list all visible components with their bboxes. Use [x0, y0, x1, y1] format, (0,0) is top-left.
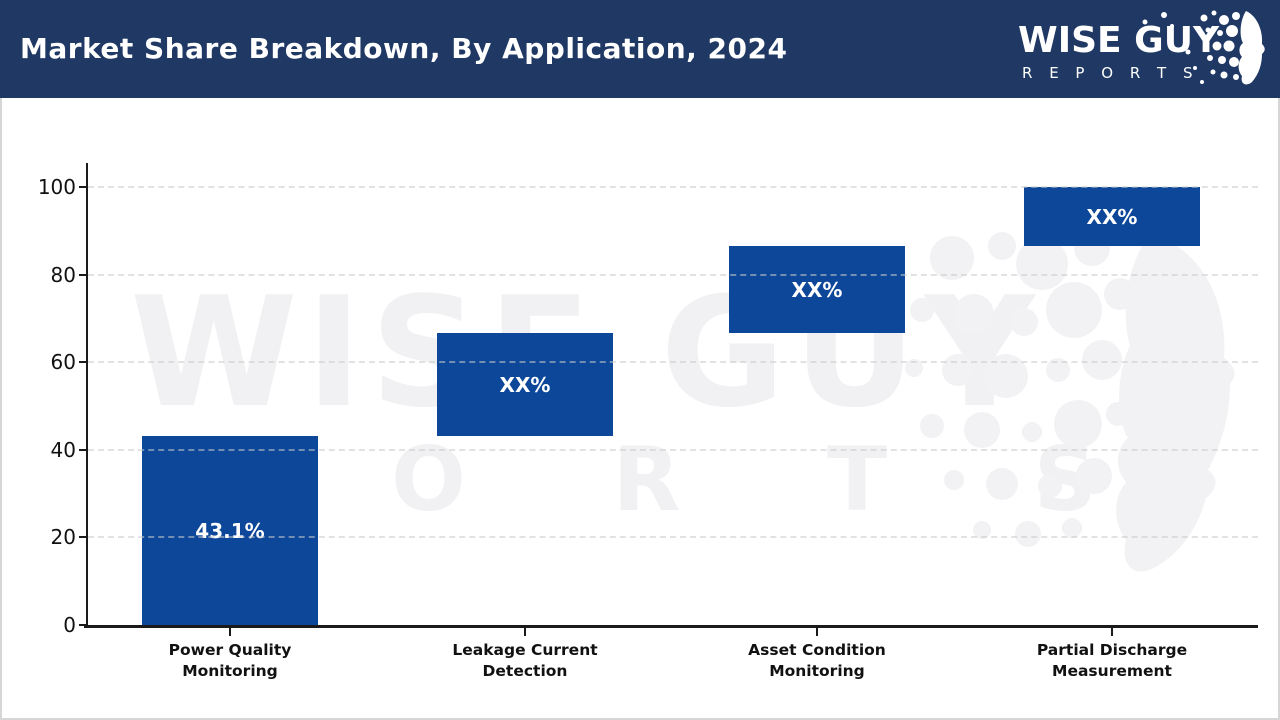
bar-value-label: XX% — [791, 277, 843, 302]
y-axis-tick-label: 100 — [37, 175, 76, 199]
y-axis-tick-label: 0 — [63, 613, 76, 637]
gridline — [88, 536, 1258, 539]
bar-value-label: XX% — [499, 372, 551, 397]
bar-value-label: 43.1% — [195, 518, 265, 543]
bar-segment: XX% — [1024, 187, 1200, 247]
y-axis-tick-label: 80 — [50, 262, 76, 287]
x-axis-tick-mark — [1111, 628, 1113, 636]
bar-segment: 43.1% — [142, 436, 318, 625]
watermark-face-icon — [905, 230, 1235, 572]
category-label-line: Leakage Current — [452, 641, 598, 659]
x-axis-line — [84, 625, 1258, 628]
x-axis-tick-mark — [524, 628, 526, 636]
y-axis-tick-mark — [79, 186, 87, 188]
bar-value-label: XX% — [1086, 204, 1138, 229]
y-axis-tick-label: 20 — [50, 525, 76, 550]
logo-dots-face-icon — [1142, 10, 1265, 85]
y-axis-tick-mark — [79, 624, 87, 626]
y-axis-line — [86, 163, 88, 627]
x-axis-tick-mark — [816, 628, 818, 636]
y-axis-tick-mark — [79, 448, 87, 451]
x-axis-category-label: Partial Discharge Measurement — [992, 640, 1232, 682]
gridline — [88, 186, 1258, 188]
header-bar: Market Share Breakdown, By Application, … — [0, 0, 1280, 98]
logo-text-reports: R E P O R T S — [1022, 64, 1198, 82]
wise-guy-logo: WISE GUY R E P O R T S — [1018, 10, 1265, 85]
gridline — [88, 361, 1258, 364]
x-axis-category-label: Power Quality Monitoring — [110, 640, 350, 682]
chart-title: Market Share Breakdown, By Application, … — [20, 32, 788, 65]
category-label-line: Monitoring — [769, 661, 865, 680]
gridline — [88, 273, 1258, 276]
y-axis-tick-label: 60 — [50, 350, 76, 375]
category-label-line: Power Quality — [168, 641, 292, 659]
y-axis-tick-mark — [79, 361, 87, 364]
bar-segment: XX% — [437, 333, 613, 437]
category-label-line: Monitoring — [182, 661, 278, 680]
category-label-line: Measurement — [1052, 661, 1172, 680]
gridline — [88, 448, 1258, 451]
category-label-line: Detection — [482, 661, 568, 680]
bar-segment: XX% — [729, 246, 905, 334]
logo-text-wise-guy: WISE GUY — [1018, 20, 1220, 61]
y-axis-tick-mark — [79, 273, 87, 276]
category-label-line: Partial Discharge — [1036, 641, 1188, 659]
x-axis-category-label: Asset Condition Monitoring — [697, 640, 937, 682]
y-axis-tick-mark — [79, 536, 87, 539]
category-label-line: Asset Condition — [748, 641, 886, 659]
x-axis-tick-mark — [229, 628, 231, 636]
x-axis-category-label: Leakage Current Detection — [405, 640, 645, 682]
y-axis-tick-label: 40 — [50, 437, 76, 462]
